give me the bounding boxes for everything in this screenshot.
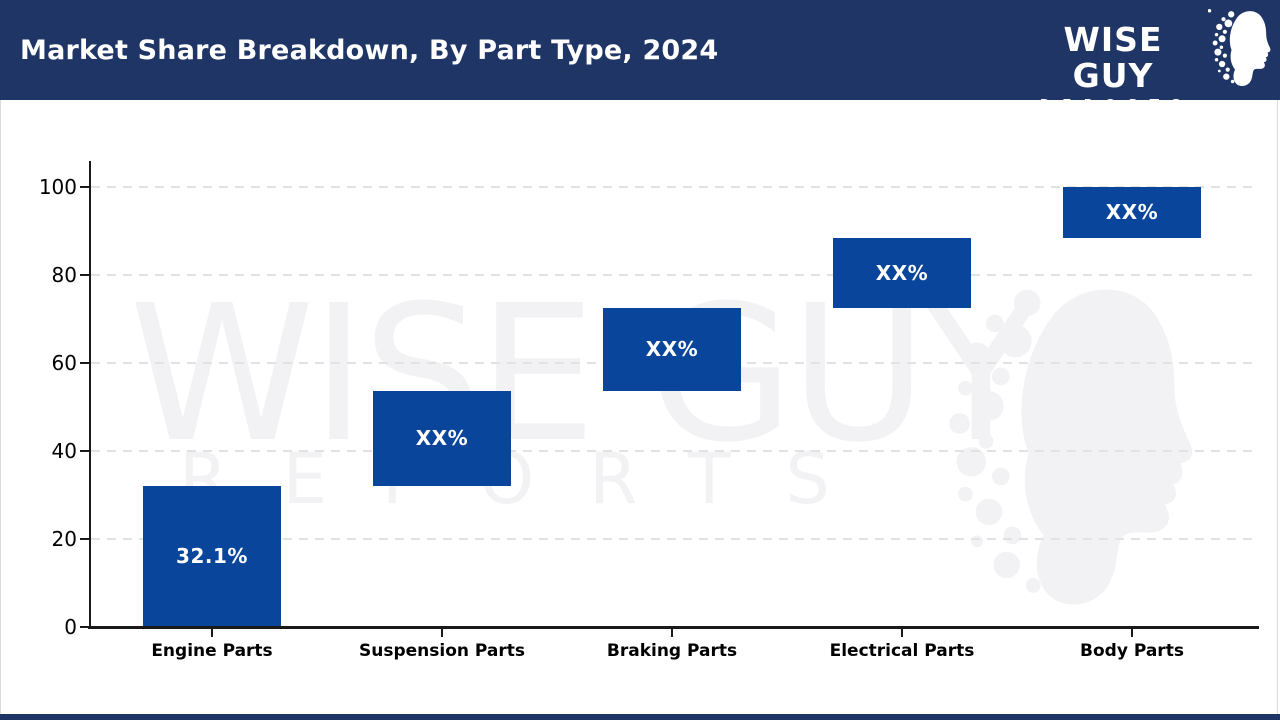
bar-braking-parts: XX%: [603, 307, 741, 391]
bar-electrical-parts: XX%: [833, 237, 971, 308]
brand-logo: WISE GUY REPORTS: [1024, 6, 1274, 114]
y-tick-mark: [80, 186, 89, 188]
y-tick-label: 0: [64, 615, 77, 639]
bar-value-label: XX%: [875, 260, 929, 285]
logo-head-icon: [1208, 9, 1271, 87]
watermark-head-icon: [949, 289, 1193, 605]
y-tick-mark: [80, 362, 89, 364]
x-tick-mark: [1131, 629, 1133, 637]
bar-value-label: 32.1%: [176, 544, 248, 569]
y-tick-mark: [80, 274, 89, 276]
y-tick-label: 40: [51, 439, 77, 463]
y-tick-mark: [80, 538, 89, 540]
y-tick-mark: [80, 626, 89, 628]
y-tick-label: 80: [51, 263, 77, 287]
x-label-body-parts: Body Parts: [1080, 641, 1184, 661]
bar-value-label: XX%: [415, 426, 469, 451]
y-tick-label: 100: [38, 175, 77, 199]
y-tick-label: 20: [51, 527, 77, 551]
bar-engine-parts: 32.1%: [143, 485, 281, 627]
header: Market Share Breakdown, By Part Type, 20…: [0, 0, 1280, 114]
x-tick-mark: [901, 629, 903, 637]
x-label-engine-parts: Engine Parts: [151, 641, 273, 661]
x-label-suspension-parts: Suspension Parts: [358, 641, 525, 661]
bar-body-parts: XX%: [1063, 187, 1201, 238]
x-tick-mark: [441, 629, 443, 637]
x-axis-line: [88, 626, 1259, 629]
page-title: Market Share Breakdown, By Part Type, 20…: [20, 34, 719, 66]
bar-value-label: XX%: [1105, 200, 1159, 225]
x-label-electrical-parts: Electrical Parts: [829, 641, 975, 661]
gridline-80: [91, 274, 1259, 276]
x-tick-mark: [671, 629, 673, 637]
chart-canvas: WISE GUY REPORTS 0 20 40 60 80 100 32.1% Engine…: [0, 100, 1278, 714]
footer-bar: [0, 714, 1280, 720]
bar-value-label: XX%: [645, 337, 699, 362]
chart-area: 0 20 40 60 80 100 32.1% Engine Parts XX% Suspensi…: [1, 100, 1277, 714]
y-tick-mark: [80, 450, 89, 452]
gridline-100: [91, 186, 1259, 188]
gridline-40: [91, 450, 1259, 452]
gridline-20: [91, 538, 1259, 540]
x-tick-mark: [211, 629, 213, 637]
y-axis-line: [89, 161, 91, 629]
y-tick-label: 60: [51, 351, 77, 375]
bar-suspension-parts: XX%: [373, 390, 511, 486]
x-label-braking-parts: Braking Parts: [606, 641, 738, 661]
logo-wordmark: WISE GUY: [1063, 20, 1163, 95]
